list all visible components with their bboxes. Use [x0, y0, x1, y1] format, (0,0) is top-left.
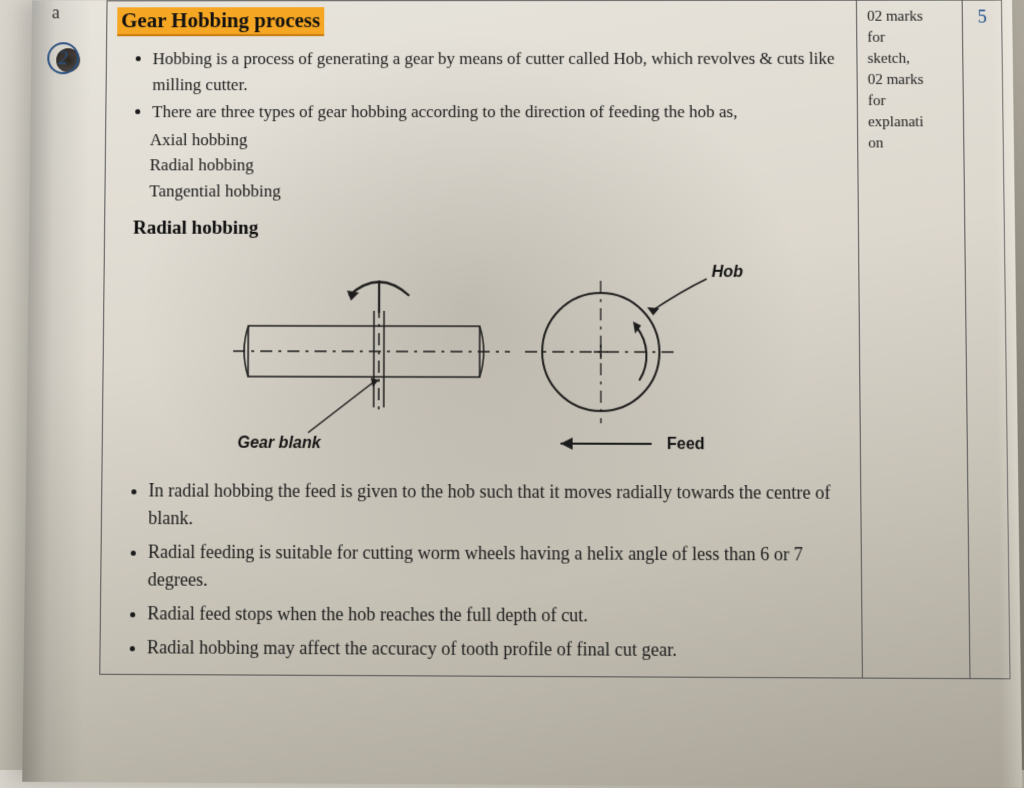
bottom-bullet-list: In radial hobbing the feed is given to t…	[147, 477, 852, 665]
marks-line: 02 marks	[868, 70, 953, 91]
row-label: a	[52, 2, 60, 23]
hobbing-type: Radial hobbing	[150, 152, 848, 178]
content-cell: Gear Hobbing process Hobbing is a proces…	[100, 0, 863, 678]
marks-line: sketch,	[867, 49, 952, 70]
bullet-item: In radial hobbing the feed is given to t…	[148, 477, 850, 535]
hob-label: Hob	[712, 264, 744, 281]
subsection-heading: Radial hobbing	[133, 218, 848, 241]
bullet-item: There are three types of gear hobbing ac…	[152, 99, 847, 125]
bullet-item: Radial feeding is suitable for cutting w…	[148, 538, 851, 596]
bullet-item: Radial hobbing may affect the accuracy o…	[147, 634, 852, 665]
marks-line: on	[868, 133, 954, 154]
marks-line: for	[868, 91, 953, 112]
hobbing-type: Tangential hobbing	[149, 178, 847, 204]
section-heading: Gear Hobbing process	[117, 7, 324, 36]
feed-label: Feed	[667, 436, 705, 454]
page-surface: a 2 Gear Hobbing process Hobbing is a pr…	[22, 0, 1022, 788]
hobbing-type: Axial hobbing	[150, 127, 847, 153]
marks-cell: 02 marks for sketch, 02 marks for explan…	[856, 0, 970, 679]
bullet-item: Radial feed stops when the hob reaches t…	[147, 600, 851, 631]
content-table: Gear Hobbing process Hobbing is a proces…	[99, 0, 1010, 679]
gear-blank-label: Gear blank	[238, 434, 322, 452]
top-bullet-list: Hobbing is a process of generating a gea…	[152, 46, 847, 125]
bullet-item: Hobbing is a process of generating a gea…	[152, 46, 846, 97]
marks-line: 02 marks	[867, 7, 952, 28]
marks-line: for	[867, 28, 952, 49]
binding-shadow	[22, 0, 92, 782]
marks-line: explanati	[868, 112, 953, 133]
radial-hobbing-diagram: Gear blank	[177, 250, 784, 465]
